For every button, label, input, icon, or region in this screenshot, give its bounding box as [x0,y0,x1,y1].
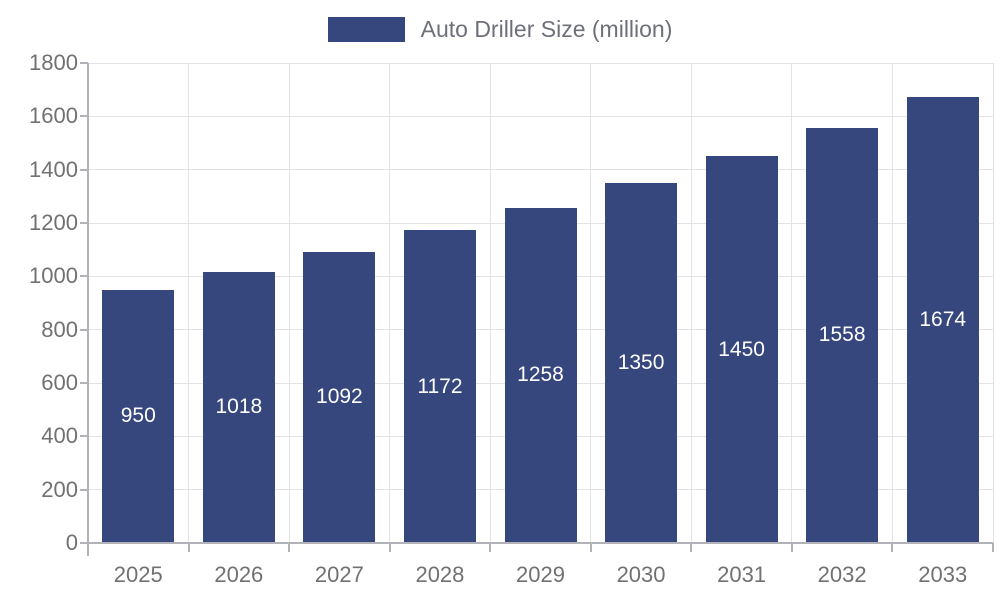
y-axis-tick [80,382,88,384]
x-gridline [288,63,290,543]
bar-value-label: 1092 [316,385,363,409]
y-axis-tick [80,222,88,224]
y-tick-label: 800 [41,316,78,342]
x-axis-tick [388,543,391,552]
bar-value-label: 1258 [517,363,564,387]
y-axis-tick [80,275,88,278]
y-tick-label: 1600 [29,103,78,129]
y-gridline [88,115,993,117]
x-axis-tick [992,543,994,552]
y-axis-tick [80,168,88,171]
y-axis-tick [80,542,88,544]
x-axis-tick [690,543,693,552]
x-tick-label: 2031 [717,562,767,587]
legend-label: Auto Driller Size (million) [420,16,673,42]
y-tick-label: 1800 [29,50,78,75]
bar[interactable]: 1018 [202,271,275,543]
bar[interactable]: 950 [102,289,175,543]
x-tick-label: 2032 [817,562,867,587]
x-tick-label: 2026 [214,562,264,587]
y-axis-tick [80,62,88,64]
x-axis-tick [790,543,793,552]
x-axis-tick [288,543,291,552]
y-gridline [88,169,993,171]
y-tick-label: 0 [65,530,78,555]
y-axis-tick [80,435,88,438]
bar-value-label: 1558 [818,323,866,347]
bar[interactable]: 1350 [605,183,678,543]
bar[interactable]: 1674 [906,96,979,543]
y-tick-label: 1400 [29,156,78,182]
bar-value-label: 1674 [919,307,967,331]
legend-swatch [327,17,405,42]
bar-value-label: 1350 [617,351,665,374]
bar-value-label: 1018 [215,395,263,419]
y-tick-label: 1200 [29,210,78,235]
x-gridline [389,63,391,543]
y-tick-label: 200 [41,476,78,502]
x-gridline [891,63,893,543]
x-tick-label: 2028 [415,562,465,587]
y-axis-tick [80,328,88,331]
x-gridline [188,63,190,543]
y-axis-tick [80,115,88,118]
x-tick-label: 2029 [516,562,565,587]
bar[interactable]: 1172 [403,230,476,543]
x-axis-tick [589,543,592,552]
legend-item[interactable]: Auto Driller Size (million) [327,16,673,43]
y-tick-label: 1000 [29,263,78,289]
x-gridline [791,63,793,543]
y-tick-label: 600 [41,370,78,395]
x-gridline [590,63,592,543]
plot-area: 950 1018 1092 1172 1258 1350 1450 1558 1674 [88,62,994,543]
y-gridline [88,62,993,64]
y-axis-tick [80,488,88,491]
bar[interactable]: 1258 [504,207,577,543]
bar-value-label: 1172 [417,374,463,398]
x-axis-line [88,542,993,544]
bar[interactable]: 1450 [705,156,778,543]
x-tick-label: 2033 [918,562,968,587]
x-tick-label: 2027 [314,562,364,587]
bar[interactable]: 1558 [806,127,879,543]
y-tick-label: 400 [41,423,78,449]
bar-value-label: 1450 [718,337,765,361]
x-tick-label: 2030 [616,562,666,587]
x-gridline [690,63,692,543]
x-gridline [489,63,491,543]
bar[interactable]: 1092 [303,251,376,543]
x-gridline [992,63,994,543]
bar-value-label: 950 [120,404,156,428]
x-axis-tick [489,543,492,552]
x-axis-tick [891,543,894,552]
legend: Auto Driller Size (million) [0,16,1000,43]
x-axis-tick [187,543,190,552]
x-tick-label: 2025 [113,562,163,587]
y-axis-line [87,63,89,556]
